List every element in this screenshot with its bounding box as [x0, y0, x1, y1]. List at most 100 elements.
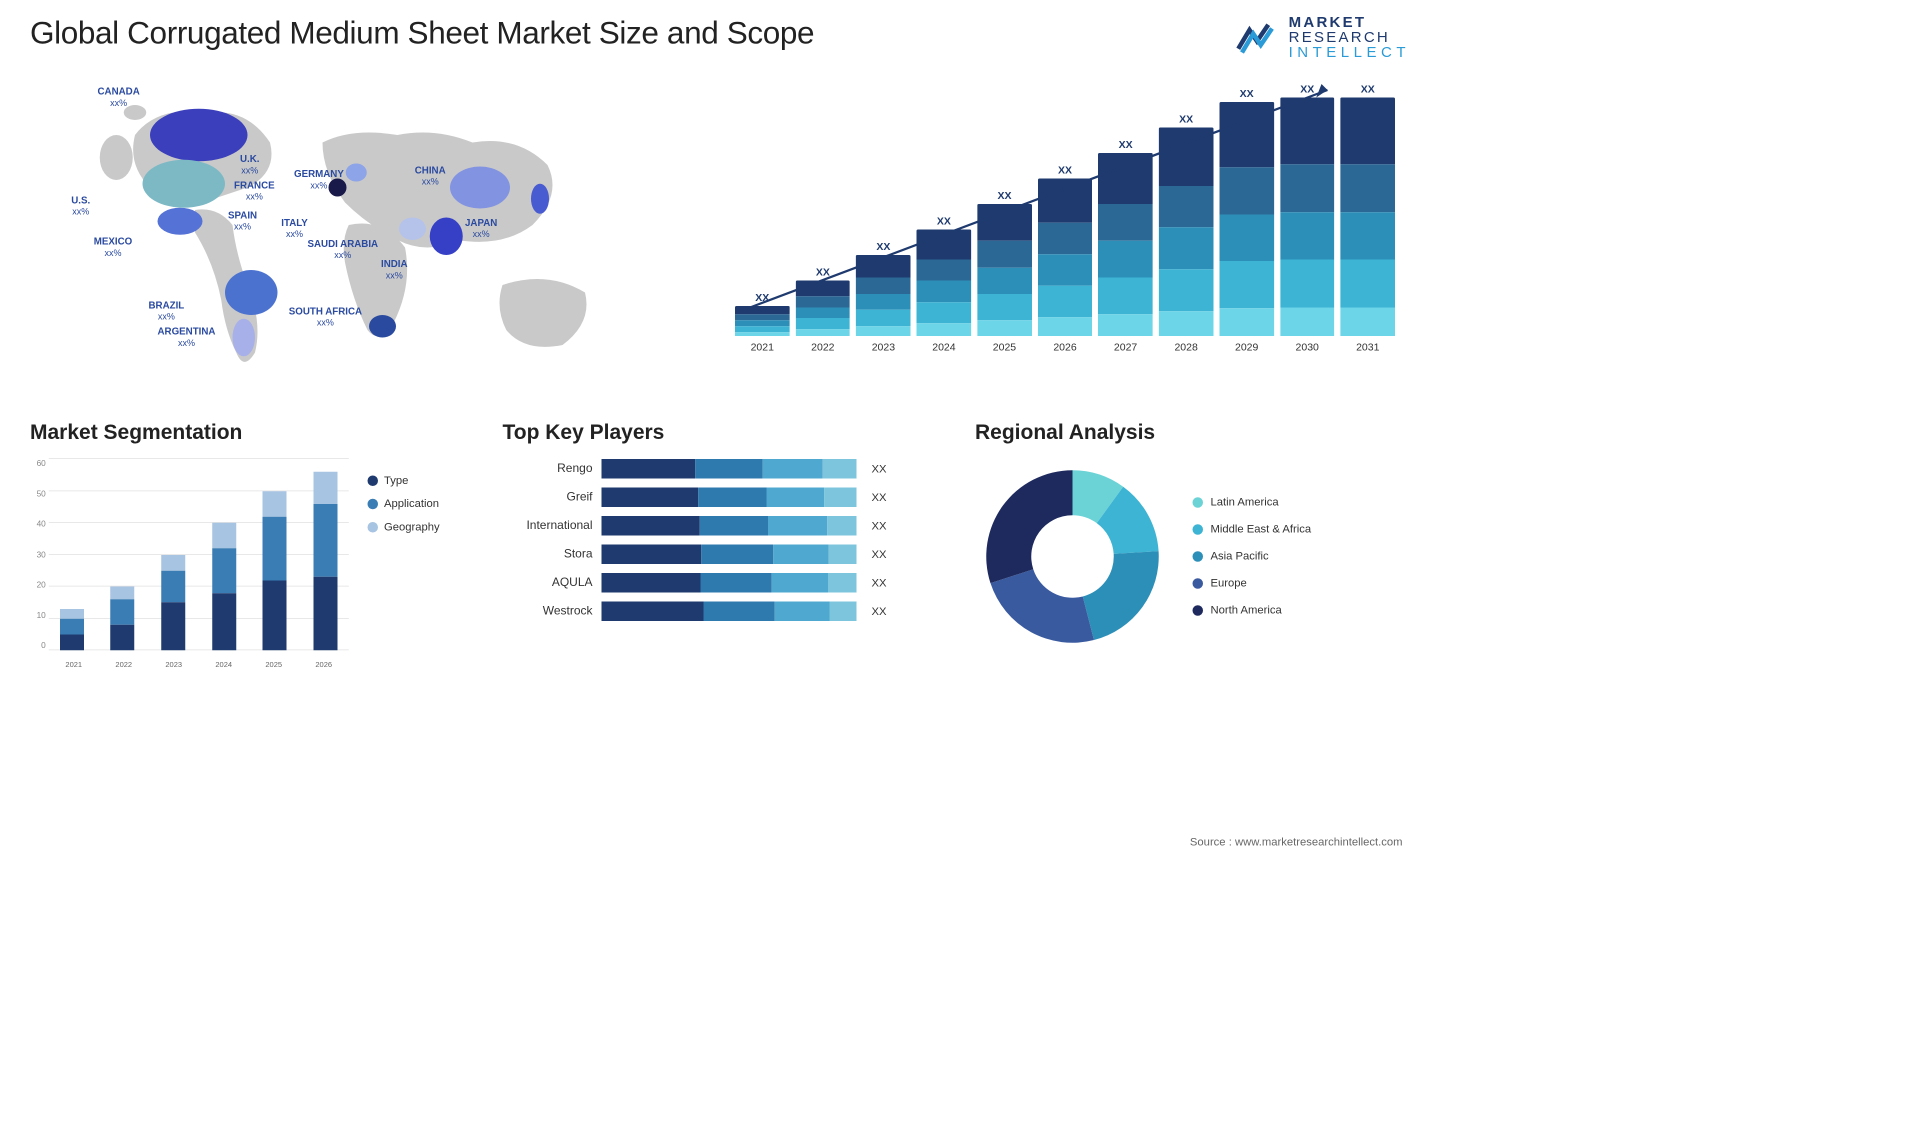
kp-segment — [827, 516, 856, 536]
map-country-safrica — [369, 315, 396, 338]
top-row: CANADAxx%U.S.xx%MEXICOxx%BRAZILxx%ARGENT… — [30, 75, 1410, 390]
bar-segment — [1219, 308, 1274, 336]
logo-text: MARKET RESEARCH INTELLECT — [1289, 15, 1410, 60]
kp-segment — [771, 573, 828, 593]
legend-dot-icon — [368, 475, 379, 486]
y-tick: 20 — [30, 581, 49, 590]
legend-item: Type — [368, 474, 466, 487]
key-player-bar — [602, 459, 857, 479]
legend-item: Europe — [1193, 577, 1312, 591]
seg-segment — [60, 609, 84, 619]
seg-segment — [314, 577, 338, 650]
bar-value-label: XX — [1119, 138, 1133, 150]
bar-segment — [1098, 241, 1153, 278]
key-players-panel: Top Key Players RengoXXGreifXXInternatio… — [503, 420, 938, 705]
bar-segment — [796, 318, 851, 329]
key-player-name: International — [503, 519, 593, 533]
kp-segment — [824, 488, 857, 508]
bar-stack — [735, 306, 790, 336]
map-country-china — [450, 167, 510, 209]
bar-segment — [1038, 317, 1093, 336]
map-label: JAPANxx% — [465, 218, 497, 240]
legend-item: North America — [1193, 604, 1312, 618]
bar-segment — [1098, 314, 1153, 336]
bar-segment — [1219, 261, 1274, 308]
seg-segment — [314, 472, 338, 504]
bar-year-label: 2029 — [1235, 341, 1258, 353]
kp-segment — [767, 488, 824, 508]
legend-item: Latin America — [1193, 496, 1312, 510]
main-bar-col: XX2031 — [1341, 83, 1396, 353]
regional-panel: Regional Analysis Latin AmericaMiddle Ea… — [975, 420, 1410, 705]
bar-segment — [1159, 311, 1214, 336]
bar-segment — [1280, 98, 1335, 165]
kp-segment — [763, 459, 822, 479]
kp-segment — [822, 459, 856, 479]
kp-segment — [829, 545, 857, 565]
bar-segment — [856, 278, 911, 294]
key-player-name: Stora — [503, 548, 593, 562]
map-label: GERMANYxx% — [294, 169, 344, 191]
bar-stack — [1341, 98, 1396, 337]
bar-value-label: XX — [1179, 113, 1193, 125]
bar-segment — [1280, 212, 1335, 260]
kp-segment — [698, 488, 767, 508]
key-player-name: Rengo — [503, 462, 593, 476]
bar-segment — [796, 307, 851, 318]
seg-bar — [212, 523, 236, 651]
x-tick: 2022 — [115, 661, 132, 669]
legend-dot-icon — [1193, 605, 1204, 616]
bar-segment — [1038, 179, 1093, 223]
bar-value-label: XX — [816, 266, 830, 278]
bar-segment — [917, 230, 972, 260]
key-player-value: XX — [872, 605, 887, 618]
map-label: U.S.xx% — [71, 195, 90, 217]
legend-dot-icon — [368, 522, 379, 533]
map-country-us — [143, 160, 226, 208]
map-country-germany — [346, 164, 367, 182]
bar-segment — [1219, 102, 1274, 168]
legend-dot-icon — [1193, 578, 1204, 589]
bar-segment — [977, 294, 1032, 320]
map-country-india — [430, 218, 463, 256]
donut-slice — [990, 569, 1093, 643]
source-attribution: Source : www.marketresearchintellect.com — [1190, 836, 1403, 849]
seg-segment — [212, 593, 236, 650]
bar-segment — [1159, 269, 1214, 311]
seg-segment — [263, 491, 287, 517]
bar-segment — [1159, 228, 1214, 270]
legend-label: Asia Pacific — [1211, 550, 1269, 564]
key-player-value: XX — [872, 491, 887, 504]
header: Global Corrugated Medium Sheet Market Si… — [30, 15, 1410, 60]
map-country-japan — [531, 184, 549, 214]
bar-segment — [977, 320, 1032, 336]
bar-value-label: XX — [876, 240, 890, 252]
bar-stack — [917, 230, 972, 337]
bar-year-label: 2027 — [1114, 341, 1137, 353]
y-tick: 30 — [30, 550, 49, 559]
kp-segment — [602, 488, 699, 508]
bar-segment — [1280, 260, 1335, 308]
key-player-bar — [602, 488, 857, 508]
bar-segment — [1341, 164, 1396, 212]
legend-item: Middle East & Africa — [1193, 523, 1312, 537]
map-label: CHINAxx% — [415, 165, 446, 187]
key-player-row: AQULAXX — [503, 573, 938, 593]
key-player-name: Greif — [503, 491, 593, 505]
main-bar-col: XX2021 — [735, 83, 790, 353]
kp-segment — [829, 602, 856, 622]
seg-segment — [161, 555, 185, 571]
main-bar-col: XX2030 — [1280, 83, 1335, 353]
seg-segment — [314, 504, 338, 577]
donut-slice — [986, 470, 1072, 583]
bar-segment — [1159, 186, 1214, 228]
kp-segment — [602, 516, 700, 536]
legend-label: Geography — [384, 521, 440, 534]
map-label: ITALYxx% — [281, 218, 308, 240]
key-player-bar — [602, 516, 857, 536]
x-tick: 2021 — [65, 661, 82, 669]
kp-segment — [773, 545, 828, 565]
segmentation-panel: Market Segmentation 6050403020100 202120… — [30, 420, 465, 705]
key-player-row: WestrockXX — [503, 602, 938, 622]
seg-segment — [60, 618, 84, 634]
